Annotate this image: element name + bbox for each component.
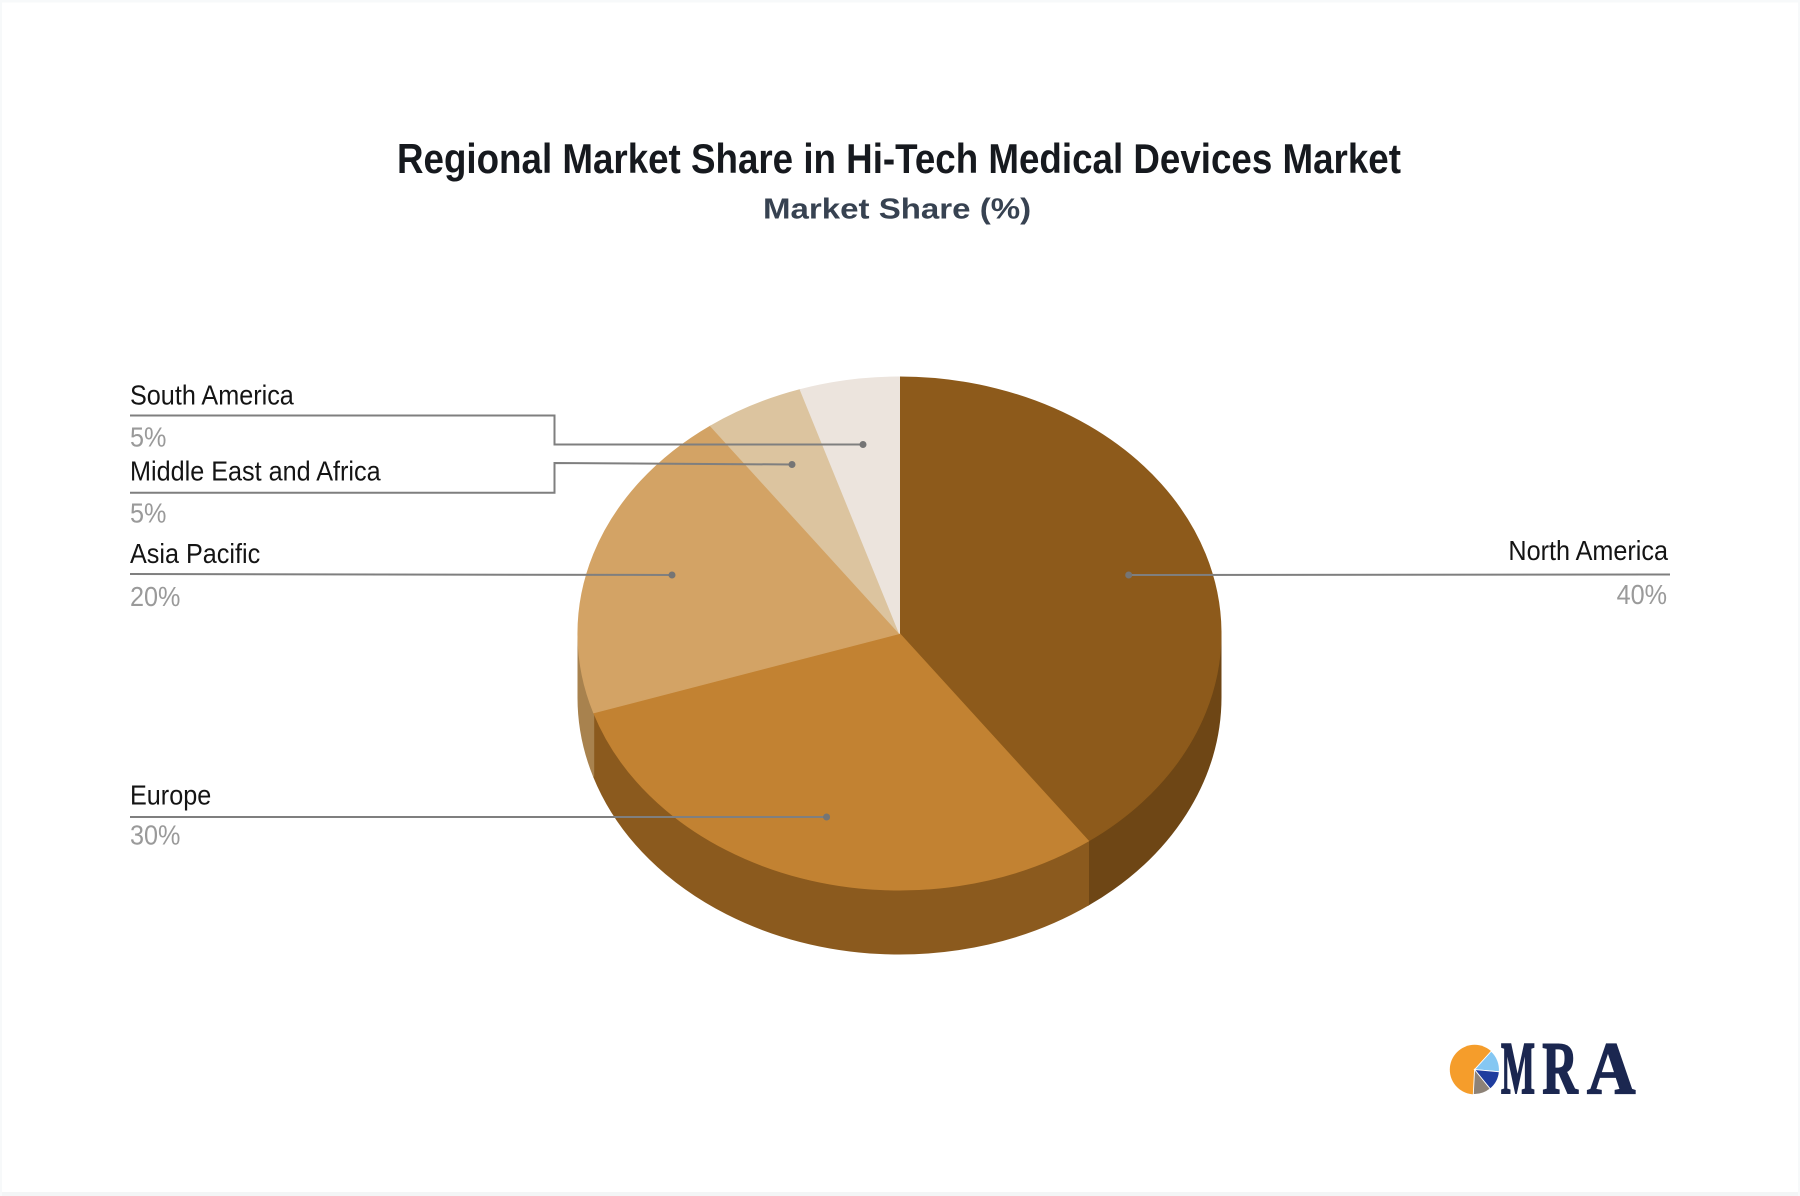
svg-text:M: M <box>1501 1027 1535 1110</box>
svg-text:Europe: Europe <box>130 779 211 811</box>
svg-text:South America: South America <box>130 379 294 411</box>
svg-text:Market Share (%): Market Share (%) <box>763 192 1031 225</box>
svg-text:A: A <box>1587 1028 1635 1110</box>
svg-text:Middle East and Africa: Middle East and Africa <box>130 455 381 487</box>
svg-text:40%: 40% <box>1617 579 1667 611</box>
svg-text:Regional Market Share in Hi-Te: Regional Market Share in Hi-Tech Medical… <box>397 136 1401 183</box>
svg-text:5%: 5% <box>130 421 166 453</box>
svg-text:20%: 20% <box>130 581 180 613</box>
svg-text:Asia Pacific: Asia Pacific <box>130 538 260 570</box>
svg-text:North America: North America <box>1508 535 1668 567</box>
svg-text:30%: 30% <box>130 819 180 851</box>
svg-text:5%: 5% <box>130 497 166 529</box>
svg-text:R: R <box>1542 1027 1578 1110</box>
